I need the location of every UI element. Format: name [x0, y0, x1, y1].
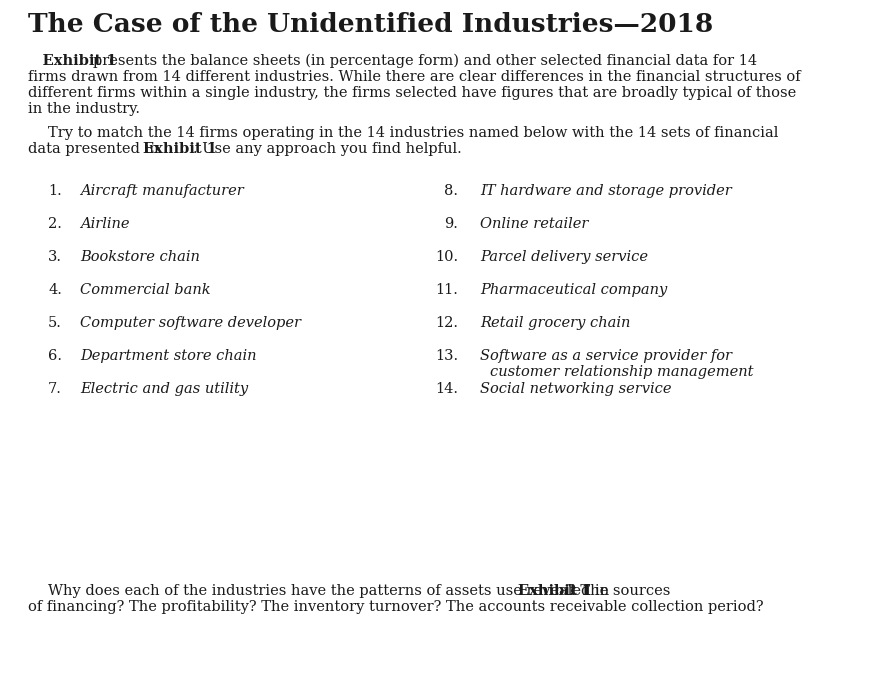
- Text: 12.: 12.: [434, 316, 457, 330]
- Text: The Case of the Unidentified Industries—2018: The Case of the Unidentified Industries—…: [28, 12, 712, 37]
- Text: Pharmaceutical company: Pharmaceutical company: [479, 283, 666, 297]
- Text: Exhibit 1: Exhibit 1: [28, 54, 116, 68]
- Text: Commercial bank: Commercial bank: [80, 283, 210, 297]
- Text: 9.: 9.: [444, 217, 457, 231]
- Text: 11.: 11.: [435, 283, 457, 297]
- Text: 8.: 8.: [444, 184, 457, 198]
- Text: 13.: 13.: [434, 349, 457, 363]
- Text: . Use any approach you find helpful.: . Use any approach you find helpful.: [193, 142, 462, 156]
- Text: Computer software developer: Computer software developer: [80, 316, 300, 330]
- Text: Parcel delivery service: Parcel delivery service: [479, 250, 648, 264]
- Text: data presented in: data presented in: [28, 142, 163, 156]
- Text: 7.: 7.: [48, 382, 62, 396]
- Text: 4.: 4.: [48, 283, 62, 297]
- Text: Why does each of the industries have the patterns of assets use revealed in: Why does each of the industries have the…: [48, 584, 613, 598]
- Text: Retail grocery chain: Retail grocery chain: [479, 316, 630, 330]
- Text: ? The sources: ? The sources: [567, 584, 670, 598]
- Text: customer relationship management: customer relationship management: [489, 365, 752, 379]
- Text: of financing? The profitability? The inventory turnover? The accounts receivable: of financing? The profitability? The inv…: [28, 600, 763, 614]
- Text: Exhibit 1: Exhibit 1: [143, 142, 217, 156]
- Text: in the industry.: in the industry.: [28, 102, 140, 116]
- Text: Airline: Airline: [80, 217, 129, 231]
- Text: 10.: 10.: [434, 250, 457, 264]
- Text: 6.: 6.: [48, 349, 62, 363]
- Text: different firms within a single industry, the firms selected have figures that a: different firms within a single industry…: [28, 86, 796, 100]
- Text: 1.: 1.: [48, 184, 62, 198]
- Text: Try to match the 14 firms operating in the 14 industries named below with the 14: Try to match the 14 firms operating in t…: [48, 126, 778, 140]
- Text: Social networking service: Social networking service: [479, 382, 671, 396]
- Text: 2.: 2.: [48, 217, 62, 231]
- Text: firms drawn from 14 different industries. While there are clear differences in t: firms drawn from 14 different industries…: [28, 70, 800, 84]
- Text: Aircraft manufacturer: Aircraft manufacturer: [80, 184, 244, 198]
- Text: Electric and gas utility: Electric and gas utility: [80, 382, 248, 396]
- Text: Online retailer: Online retailer: [479, 217, 587, 231]
- Text: IT hardware and storage provider: IT hardware and storage provider: [479, 184, 731, 198]
- Text: 3.: 3.: [48, 250, 62, 264]
- Text: Bookstore chain: Bookstore chain: [80, 250, 199, 264]
- Text: Exhibit 1: Exhibit 1: [517, 584, 591, 598]
- Text: presents the balance sheets (in percentage form) and other selected financial da: presents the balance sheets (in percenta…: [93, 54, 757, 68]
- Text: 14.: 14.: [434, 382, 457, 396]
- Text: Software as a service provider for: Software as a service provider for: [479, 349, 731, 363]
- Text: Department store chain: Department store chain: [80, 349, 256, 363]
- Text: 5.: 5.: [48, 316, 62, 330]
